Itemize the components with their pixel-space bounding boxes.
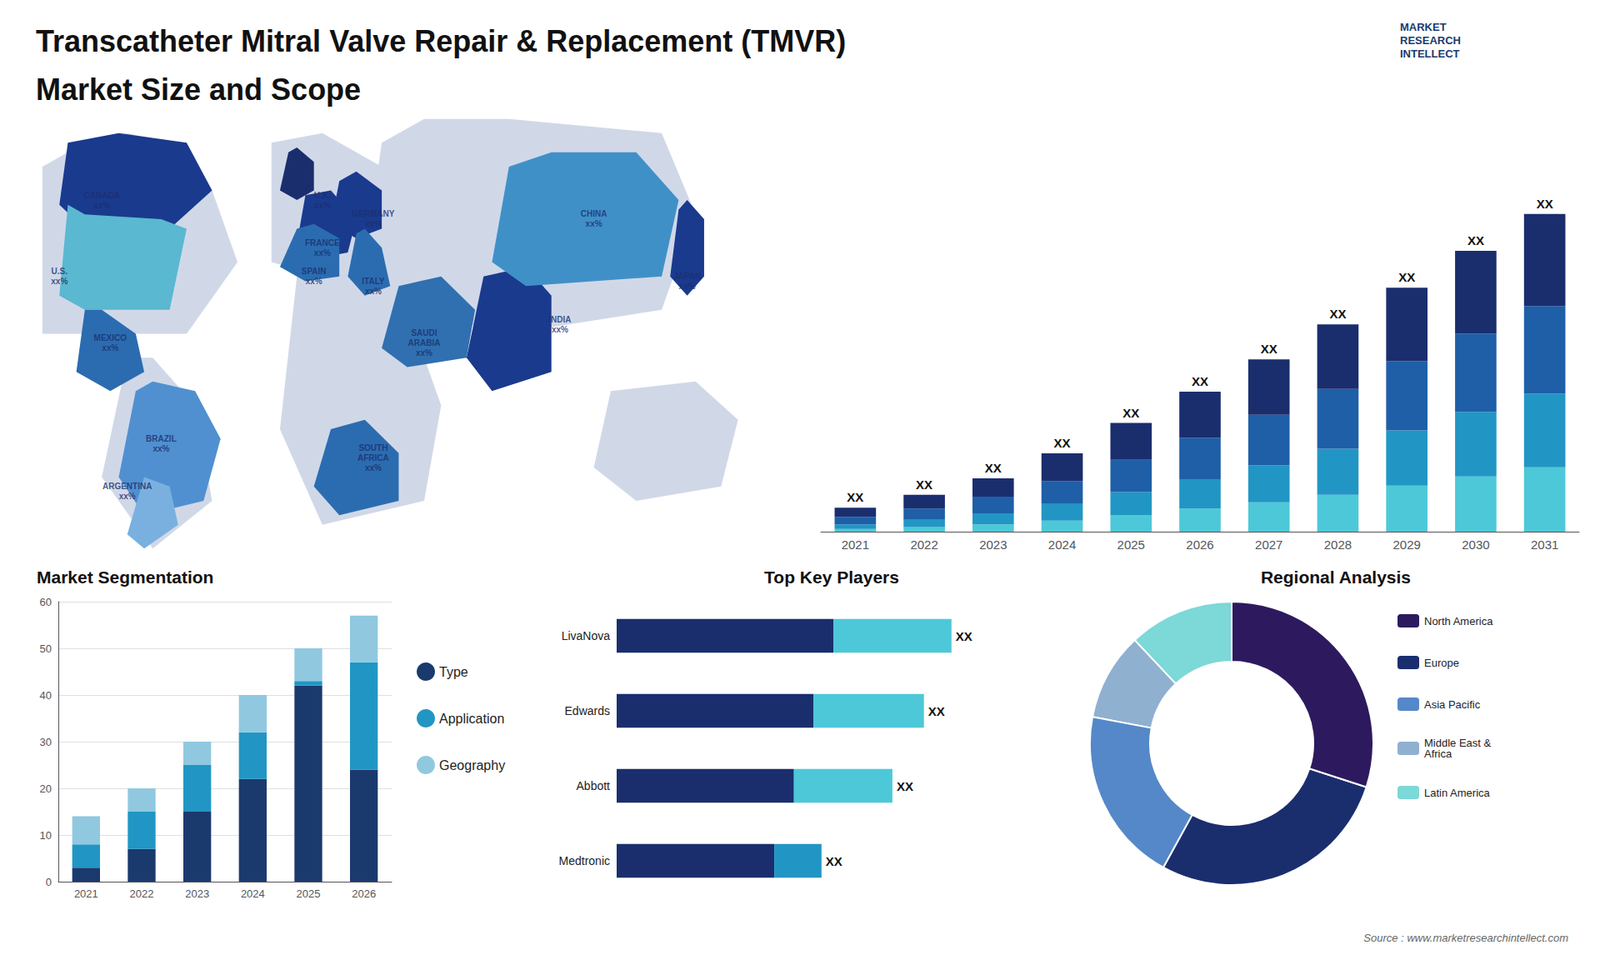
svg-text:SOUTH: SOUTH <box>358 443 388 453</box>
svg-text:xx%: xx% <box>314 200 331 210</box>
svg-text:2022: 2022 <box>910 537 938 552</box>
svg-text:INTELLECT: INTELLECT <box>1400 47 1460 60</box>
svg-text:XX: XX <box>985 460 1002 475</box>
svg-text:XX: XX <box>1467 233 1485 248</box>
svg-text:20: 20 <box>40 782 52 795</box>
svg-text:XX: XX <box>1191 374 1209 389</box>
svg-text:U.K.: U.K. <box>314 190 331 200</box>
svg-text:2021: 2021 <box>74 887 99 900</box>
svg-text:XX: XX <box>1122 405 1140 420</box>
svg-text:AFRICA: AFRICA <box>357 453 390 463</box>
svg-text:Latin America: Latin America <box>1424 786 1491 800</box>
svg-text:2023: 2023 <box>979 537 1007 552</box>
svg-text:2025: 2025 <box>1117 537 1145 552</box>
svg-text:CHINA: CHINA <box>580 209 608 219</box>
svg-text:ITALY: ITALY <box>361 276 385 286</box>
svg-text:ARGENTINA: ARGENTINA <box>102 481 152 491</box>
svg-text:JAPAN: JAPAN <box>673 271 701 281</box>
svg-text:2022: 2022 <box>130 887 155 900</box>
svg-text:XX: XX <box>1260 341 1278 356</box>
svg-text:U.S.: U.S. <box>51 266 69 276</box>
svg-text:Application: Application <box>439 711 505 726</box>
svg-text:XX: XX <box>928 704 945 719</box>
svg-text:Top Key Players: Top Key Players <box>764 567 900 587</box>
svg-text:BRAZIL: BRAZIL <box>145 434 177 444</box>
svg-text:XX: XX <box>846 490 864 505</box>
svg-text:xx%: xx% <box>93 200 110 210</box>
svg-text:LivaNova: LivaNova <box>561 629 611 643</box>
svg-text:60: 60 <box>40 595 52 609</box>
svg-text:FRANCE: FRANCE <box>305 238 340 248</box>
svg-text:Africa: Africa <box>1424 747 1453 760</box>
svg-text:Type: Type <box>439 665 469 680</box>
svg-text:30: 30 <box>40 735 52 749</box>
svg-text:Geography: Geography <box>439 758 505 773</box>
svg-text:XX: XX <box>915 477 933 492</box>
svg-text:2024: 2024 <box>240 887 265 900</box>
svg-text:xx%: xx% <box>152 444 170 454</box>
svg-text:SAUDI: SAUDI <box>410 328 437 338</box>
svg-text:2021: 2021 <box>841 537 870 552</box>
svg-text:XX: XX <box>1536 196 1554 211</box>
svg-text:0: 0 <box>45 875 52 889</box>
svg-text:MARKET: MARKET <box>1400 20 1447 34</box>
svg-text:10: 10 <box>40 829 52 842</box>
svg-text:xx%: xx% <box>679 281 696 291</box>
svg-text:2029: 2029 <box>1392 537 1420 552</box>
svg-text:xx%: xx% <box>415 348 433 358</box>
svg-text:2024: 2024 <box>1048 537 1076 552</box>
svg-text:Edwards: Edwards <box>565 704 610 718</box>
svg-text:ARABIA: ARABIA <box>408 338 441 348</box>
svg-text:2026: 2026 <box>1185 537 1214 552</box>
svg-text:Regional Analysis: Regional Analysis <box>1260 567 1411 587</box>
svg-text:CANADA: CANADA <box>83 190 120 200</box>
svg-text:xx%: xx% <box>314 248 331 258</box>
svg-text:Medtronic: Medtronic <box>559 854 610 868</box>
svg-text:Market Size and Scope: Market Size and Scope <box>35 72 361 107</box>
svg-text:50: 50 <box>40 642 52 655</box>
svg-text:Asia Pacific: Asia Pacific <box>1424 698 1481 711</box>
svg-text:2026: 2026 <box>351 887 376 900</box>
svg-text:2025: 2025 <box>296 887 321 900</box>
svg-text:2023: 2023 <box>185 887 210 900</box>
svg-text:40: 40 <box>40 689 52 702</box>
svg-text:2030: 2030 <box>1461 537 1490 552</box>
svg-text:Market Segmentation: Market Segmentation <box>36 567 214 587</box>
svg-text:MEXICO: MEXICO <box>94 333 128 343</box>
svg-text:2031: 2031 <box>1530 537 1559 552</box>
svg-text:2027: 2027 <box>1255 537 1283 552</box>
svg-text:xx%: xx% <box>101 343 119 353</box>
svg-text:XX: XX <box>825 854 843 869</box>
svg-text:Middle East &: Middle East & <box>1424 736 1491 750</box>
svg-text:Source : www.marketresearchint: Source : www.marketresearchintellect.com <box>1363 931 1569 945</box>
svg-text:xx%: xx% <box>305 276 323 286</box>
svg-text:xx%: xx% <box>50 276 68 286</box>
svg-text:xx%: xx% <box>551 325 569 335</box>
svg-text:2028: 2028 <box>1324 537 1352 552</box>
svg-text:Transcatheter Mitral Valve Rep: Transcatheter Mitral Valve Repair & Repl… <box>35 24 846 59</box>
svg-text:xx%: xx% <box>365 286 382 296</box>
svg-text:xx%: xx% <box>119 491 136 501</box>
svg-text:XX: XX <box>1398 270 1415 285</box>
svg-text:XX: XX <box>1329 306 1346 321</box>
svg-text:XX: XX <box>955 629 973 644</box>
svg-text:xx%: xx% <box>365 463 382 473</box>
svg-text:XX: XX <box>896 779 914 794</box>
svg-text:GERMANY: GERMANY <box>351 209 395 219</box>
svg-text:RESEARCH: RESEARCH <box>1400 34 1461 47</box>
svg-text:xx%: xx% <box>365 219 382 229</box>
svg-text:Europe: Europe <box>1424 656 1460 670</box>
svg-text:Abbott: Abbott <box>576 779 611 793</box>
svg-text:SPAIN: SPAIN <box>301 266 327 276</box>
svg-text:North America: North America <box>1424 615 1494 628</box>
svg-text:XX: XX <box>1054 435 1071 450</box>
svg-text:xx%: xx% <box>585 219 603 229</box>
svg-text:INDIA: INDIA <box>548 315 571 325</box>
